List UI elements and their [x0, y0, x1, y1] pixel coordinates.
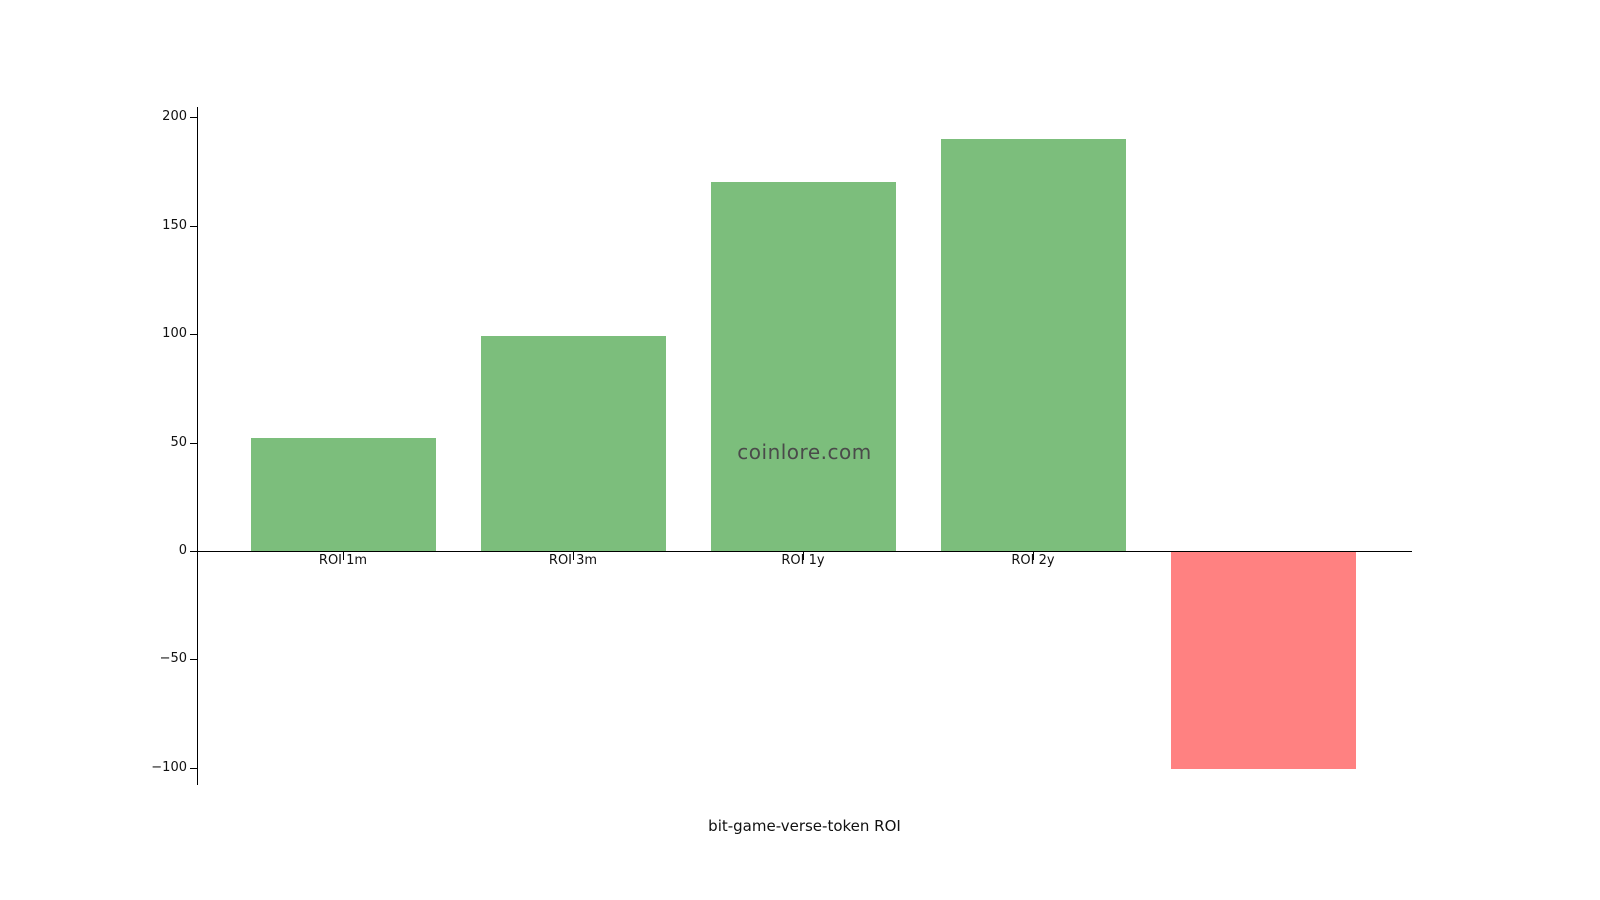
y-tick-mark [190, 551, 197, 552]
watermark-text: coinlore.com [737, 440, 872, 464]
y-tick-label: −100 [151, 759, 187, 775]
bar-roi-1y [710, 182, 896, 551]
y-tick-label: 100 [162, 326, 187, 342]
x-tick-label: ROI 2y [1011, 553, 1055, 568]
bar-roi-3m [480, 336, 666, 551]
bar-roi-2y [940, 139, 1126, 551]
y-tick-label: 200 [162, 109, 187, 125]
y-axis-spine [197, 107, 198, 785]
x-tick-mark [803, 551, 804, 560]
x-tick-label: ROI 1m [318, 553, 368, 568]
y-tick-label: −50 [159, 651, 187, 667]
bar-roi-1m [250, 438, 436, 551]
y-tick-mark [190, 659, 197, 661]
x-tick-label: ROI 3m [548, 553, 598, 568]
y-tick-mark [190, 334, 197, 336]
x-tick-mark [343, 551, 344, 560]
x-tick-label: ROI 1y [781, 553, 825, 568]
x-axis-zero-line [197, 551, 1412, 552]
y-tick-label: 150 [162, 217, 187, 233]
x-tick-mark [1033, 551, 1034, 560]
y-tick-label: 0 [178, 543, 187, 558]
y-tick-mark [190, 442, 197, 444]
y-tick-mark [190, 225, 197, 227]
chart-title: bit-game-verse-token ROI [708, 817, 901, 835]
y-tick-mark [190, 117, 197, 119]
x-tick-mark [573, 551, 574, 560]
y-tick-mark [190, 767, 197, 769]
y-tick-label: 50 [170, 434, 187, 450]
bar-4 [1170, 552, 1356, 769]
